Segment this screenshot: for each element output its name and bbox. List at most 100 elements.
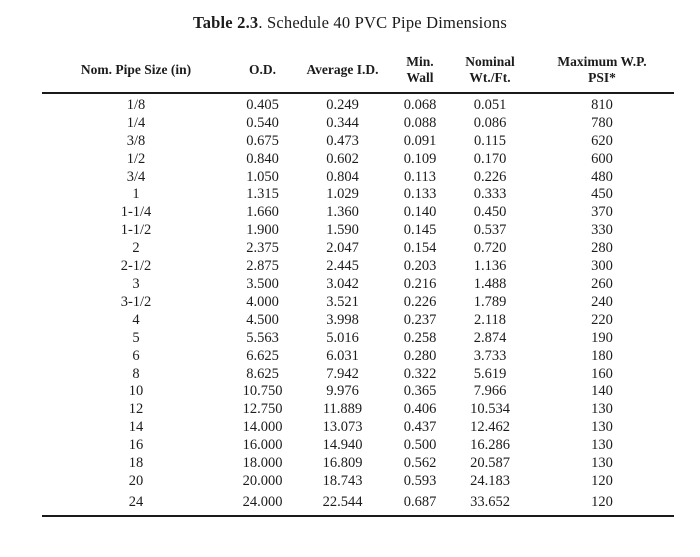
header-od: O.D. <box>230 54 295 94</box>
cell-min-wall: 0.258 <box>403 329 437 346</box>
cell-average-id: 14.940 <box>322 437 363 454</box>
cell-od: 16.000 <box>242 437 283 454</box>
cell-nom-pipe-size: 2-1/2 <box>120 258 152 275</box>
cell-nom-pipe-size: 1/4 <box>126 114 146 131</box>
cell-average-id: 1.360 <box>326 204 359 221</box>
cell-maximum-wp-psi: 600 <box>591 150 613 167</box>
cell-od: 20.000 <box>242 472 283 489</box>
cell-min-wall: 0.437 <box>403 419 437 436</box>
cell-maximum-wp-psi: 130 <box>591 401 613 418</box>
table-row: 1/8 0.405 0.249 0.068 0.051 810 <box>42 93 674 115</box>
cell-average-id: 3.521 <box>326 293 359 310</box>
cell-nominal-wt-ft: 12.462 <box>470 419 510 436</box>
cell-od: 12.750 <box>242 401 283 418</box>
cell-average-id: 1.029 <box>326 186 359 203</box>
cell-average-id: 13.073 <box>322 419 363 436</box>
cell-nom-pipe-size: 10 <box>128 383 144 400</box>
cell-nominal-wt-ft: 0.170 <box>473 150 507 167</box>
table-row: 1-1/2 1.900 1.590 0.145 0.537 330 <box>42 222 674 240</box>
header-maximum-wp-psi: Maximum W.P. PSI* <box>530 54 674 94</box>
table-row: 3-1/2 4.000 3.521 0.226 1.789 240 <box>42 294 674 312</box>
cell-nominal-wt-ft: 33.652 <box>470 493 510 510</box>
cell-nominal-wt-ft: 1.136 <box>473 258 507 275</box>
cell-nominal-wt-ft: 2.874 <box>473 329 507 346</box>
table-row: 4 4.500 3.998 0.237 2.118 220 <box>42 312 674 330</box>
cell-od: 10.750 <box>242 383 283 400</box>
cell-average-id: 18.743 <box>322 472 363 489</box>
cell-od: 0.840 <box>246 150 279 167</box>
cell-average-id: 0.473 <box>326 132 359 149</box>
table-row: 24 24.000 22.544 0.687 33.652 120 <box>42 491 674 516</box>
cell-od: 24.000 <box>242 493 283 510</box>
cell-min-wall: 0.203 <box>403 258 437 275</box>
cell-nominal-wt-ft: 3.733 <box>473 347 507 364</box>
header-row: Nom. Pipe Size (in) O.D. Average I.D. Mi… <box>42 54 674 94</box>
table-row: 14 14.000 13.073 0.437 12.462 130 <box>42 419 674 437</box>
cell-min-wall: 0.145 <box>403 222 437 239</box>
cell-od: 2.875 <box>246 258 279 275</box>
cell-nom-pipe-size: 18 <box>128 455 144 472</box>
cell-od: 18.000 <box>242 455 283 472</box>
cell-average-id: 6.031 <box>326 347 359 364</box>
table-row: 3/8 0.675 0.473 0.091 0.115 620 <box>42 133 674 151</box>
cell-nom-pipe-size: 3/8 <box>126 132 146 149</box>
cell-nom-pipe-size: 5 <box>132 329 140 346</box>
cell-od: 1.315 <box>246 186 279 203</box>
cell-maximum-wp-psi: 130 <box>591 437 613 454</box>
cell-maximum-wp-psi: 450 <box>591 186 613 203</box>
table-header: Nom. Pipe Size (in) O.D. Average I.D. Mi… <box>42 54 674 94</box>
cell-nominal-wt-ft: 2.118 <box>473 311 507 328</box>
cell-od: 2.375 <box>246 240 279 257</box>
cell-nom-pipe-size: 20 <box>128 472 144 489</box>
cell-nominal-wt-ft: 10.534 <box>470 401 510 418</box>
cell-min-wall: 0.237 <box>403 311 437 328</box>
cell-min-wall: 0.500 <box>403 437 437 454</box>
cell-od: 14.000 <box>242 419 283 436</box>
table-row: 3/4 1.050 0.804 0.113 0.226 480 <box>42 169 674 187</box>
cell-nominal-wt-ft: 7.966 <box>473 383 507 400</box>
cell-maximum-wp-psi: 190 <box>591 329 613 346</box>
cell-maximum-wp-psi: 130 <box>591 419 613 436</box>
table-row: 16 16.000 14.940 0.500 16.286 130 <box>42 437 674 455</box>
cell-min-wall: 0.154 <box>403 240 437 257</box>
cell-maximum-wp-psi: 260 <box>591 276 613 292</box>
table-row: 1/2 0.840 0.602 0.109 0.170 600 <box>42 151 674 169</box>
table-body: 1/8 0.405 0.249 0.068 0.051 810 1/4 0.54… <box>42 93 674 516</box>
cell-average-id: 9.976 <box>326 383 359 400</box>
cell-od: 0.540 <box>246 114 279 131</box>
table-title: Table 2.3. Schedule 40 PVC Pipe Dimensio… <box>0 0 700 33</box>
cell-min-wall: 0.091 <box>403 132 437 149</box>
cell-od: 0.675 <box>246 132 279 149</box>
cell-average-id: 0.249 <box>326 96 359 113</box>
table-row: 2-1/2 2.875 2.445 0.203 1.136 300 <box>42 258 674 276</box>
cell-od: 6.625 <box>246 347 279 364</box>
cell-min-wall: 0.088 <box>403 114 437 131</box>
cell-nom-pipe-size: 3/4 <box>126 168 146 185</box>
cell-nominal-wt-ft: 5.619 <box>473 365 507 382</box>
cell-od: 4.000 <box>246 293 279 310</box>
cell-min-wall: 0.406 <box>403 401 437 418</box>
cell-min-wall: 0.593 <box>403 472 437 489</box>
cell-min-wall: 0.113 <box>403 168 437 185</box>
header-nom-pipe-size: Nom. Pipe Size (in) <box>42 54 230 94</box>
table-row: 1 1.315 1.029 0.133 0.333 450 <box>42 186 674 204</box>
cell-maximum-wp-psi: 780 <box>591 114 613 131</box>
cell-average-id: 2.047 <box>326 240 359 257</box>
cell-nominal-wt-ft: 0.333 <box>473 186 507 203</box>
cell-min-wall: 0.687 <box>403 493 437 510</box>
cell-average-id: 2.445 <box>326 258 359 275</box>
cell-nominal-wt-ft: 16.286 <box>470 437 510 454</box>
table-row: 5 5.563 5.016 0.258 2.874 190 <box>42 330 674 348</box>
cell-maximum-wp-psi: 620 <box>591 132 613 149</box>
cell-min-wall: 0.322 <box>403 365 437 382</box>
cell-maximum-wp-psi: 160 <box>591 365 613 382</box>
cell-nom-pipe-size: 8 <box>132 365 140 382</box>
cell-average-id: 3.998 <box>326 311 359 328</box>
cell-nom-pipe-size: 1 <box>132 186 140 203</box>
cell-nominal-wt-ft: 1.488 <box>473 276 507 292</box>
cell-maximum-wp-psi: 220 <box>591 311 613 328</box>
cell-average-id: 22.544 <box>322 493 363 510</box>
cell-maximum-wp-psi: 300 <box>591 258 613 275</box>
cell-average-id: 0.602 <box>326 150 359 167</box>
cell-nominal-wt-ft: 24.183 <box>470 472 510 489</box>
